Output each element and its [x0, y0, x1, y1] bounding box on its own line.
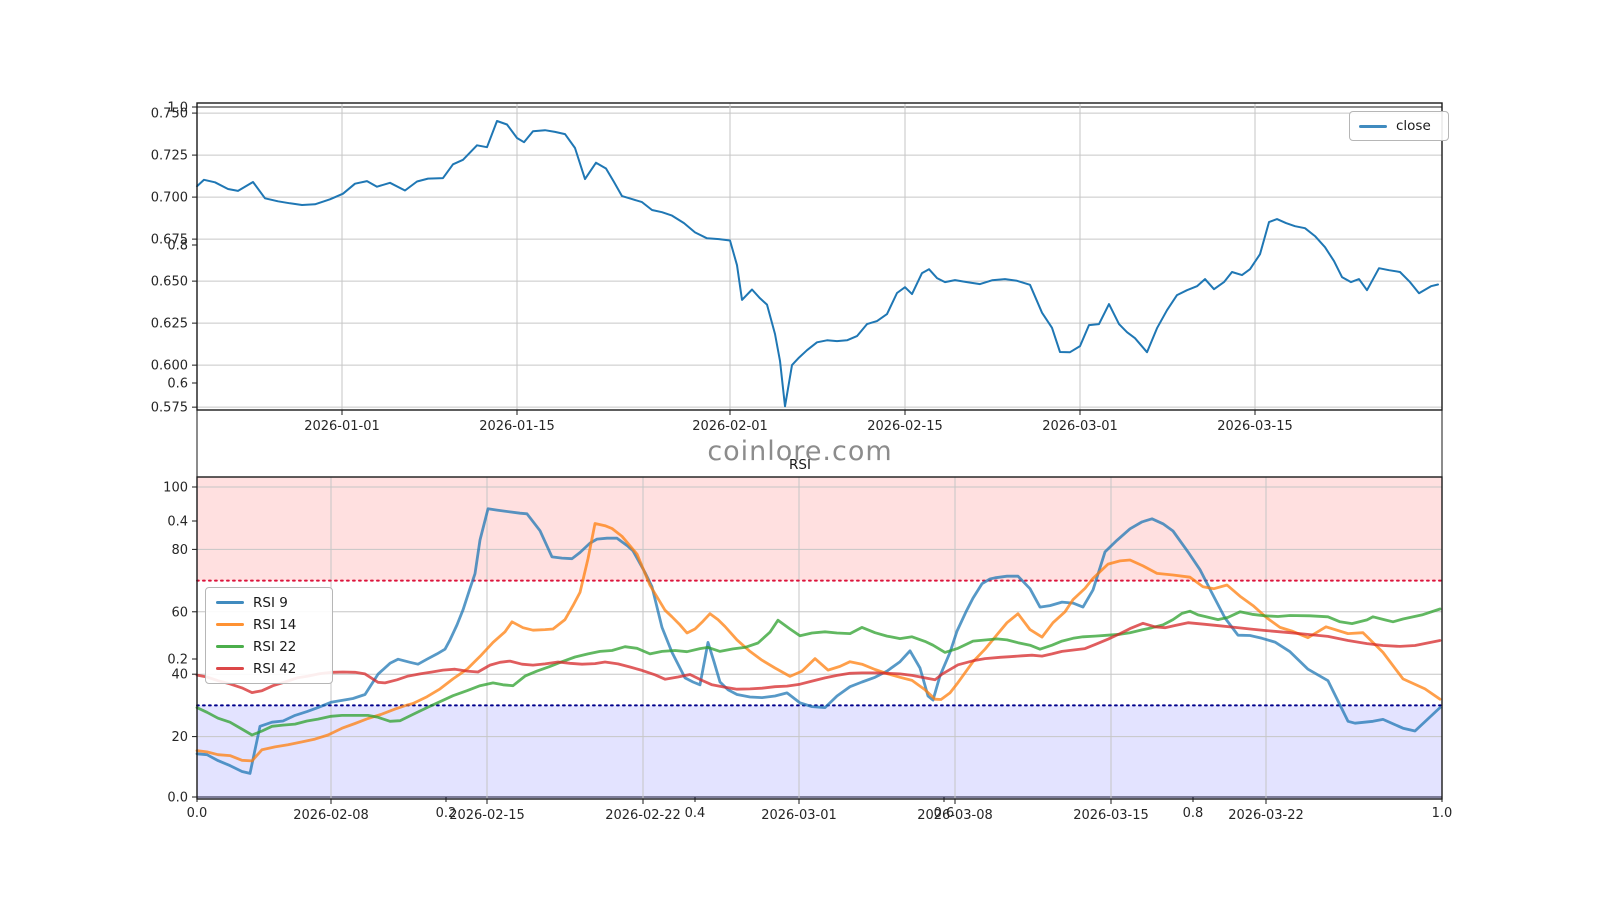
rsi42-line-swatch	[216, 667, 244, 670]
svg-text:60: 60	[171, 605, 188, 620]
svg-text:0.6: 0.6	[167, 377, 188, 392]
rsi-panel-title: RSI	[789, 457, 811, 473]
legend-row-rsi14: RSI 14	[216, 616, 322, 633]
svg-text:0.8: 0.8	[1183, 806, 1204, 821]
svg-text:0.2: 0.2	[436, 806, 457, 821]
svg-text:0.750: 0.750	[151, 107, 188, 122]
legend-rsi14-label: RSI 14	[253, 616, 297, 633]
svg-text:2026-02-15: 2026-02-15	[449, 808, 525, 823]
svg-text:1.0: 1.0	[167, 101, 188, 116]
svg-text:2026-03-01: 2026-03-01	[1042, 419, 1118, 434]
svg-text:0.675: 0.675	[151, 233, 188, 248]
svg-text:1.0: 1.0	[1432, 806, 1453, 821]
svg-text:0.650: 0.650	[151, 275, 188, 290]
series-rsi-14	[195, 522, 1442, 763]
svg-text:100: 100	[163, 480, 188, 495]
legend-rsi: RSI 9 RSI 14 RSI 22 RSI 42	[205, 587, 333, 684]
series-rsi-9	[195, 507, 1442, 775]
legend-rsi42-label: RSI 42	[253, 660, 297, 677]
svg-text:0.575: 0.575	[151, 401, 188, 416]
svg-text:20: 20	[171, 730, 188, 745]
phantom-axis: 0.0 0.2 0.4 0.6 0.8 1.0 0.0 0.2 0.4 0.6 0.8 1.0	[167, 101, 1452, 822]
watermark: coinlore.com	[707, 436, 893, 467]
svg-text:2026-02-01: 2026-02-01	[692, 419, 768, 434]
svg-text:2026-01-15: 2026-01-15	[479, 419, 555, 434]
svg-text:80: 80	[171, 543, 188, 558]
legend-rsi9-label: RSI 9	[253, 594, 288, 611]
svg-text:2026-02-08: 2026-02-08	[293, 808, 369, 823]
legend-row-rsi42: RSI 42	[216, 660, 322, 677]
legend-close-label: close	[1396, 118, 1431, 134]
series-rsi-42	[195, 621, 1442, 694]
price-panel: 0.575 0.600 0.625 0.650 0.675 0.700 0.725 0.750…	[151, 102, 1443, 434]
svg-text:0.600: 0.600	[151, 359, 188, 374]
svg-text:0.4: 0.4	[167, 515, 188, 530]
legend-rsi22-label: RSI 22	[253, 638, 297, 655]
svg-text:0.2: 0.2	[167, 653, 188, 668]
rsi22-line-swatch	[216, 645, 244, 648]
svg-text:0.725: 0.725	[151, 149, 188, 164]
svg-text:2026-03-01: 2026-03-01	[761, 808, 837, 823]
rsi-panel: 20 40 60 80 100 2026-02-08 2026-02-15 2026-02-2…	[163, 476, 1443, 823]
legend-row-rsi9: RSI 9	[216, 594, 322, 611]
svg-text:0.6: 0.6	[934, 806, 955, 821]
svg-text:2026-02-15: 2026-02-15	[867, 419, 943, 434]
svg-text:40: 40	[171, 668, 188, 683]
legend-row-rsi22: RSI 22	[216, 638, 322, 655]
close-line-swatch	[1359, 124, 1387, 128]
svg-text:2026-03-22: 2026-03-22	[1228, 808, 1304, 823]
svg-text:0.4: 0.4	[685, 806, 706, 821]
series-close	[196, 120, 1439, 408]
legend-close: close	[1349, 111, 1449, 141]
svg-text:0.8: 0.8	[167, 239, 188, 254]
svg-text:0.0: 0.0	[187, 806, 208, 821]
rsi14-line-swatch	[216, 623, 244, 626]
svg-text:0.625: 0.625	[151, 317, 188, 332]
rsi9-line-swatch	[216, 601, 244, 604]
series-rsi-22	[195, 607, 1442, 737]
svg-text:2026-03-15: 2026-03-15	[1073, 808, 1149, 823]
svg-text:2026-03-15: 2026-03-15	[1217, 419, 1293, 434]
svg-text:0.700: 0.700	[151, 191, 188, 206]
svg-text:2026-01-01: 2026-01-01	[304, 419, 380, 434]
svg-text:2026-03-08: 2026-03-08	[917, 808, 993, 823]
svg-text:0.0: 0.0	[167, 791, 188, 806]
svg-text:2026-02-22: 2026-02-22	[605, 808, 681, 823]
